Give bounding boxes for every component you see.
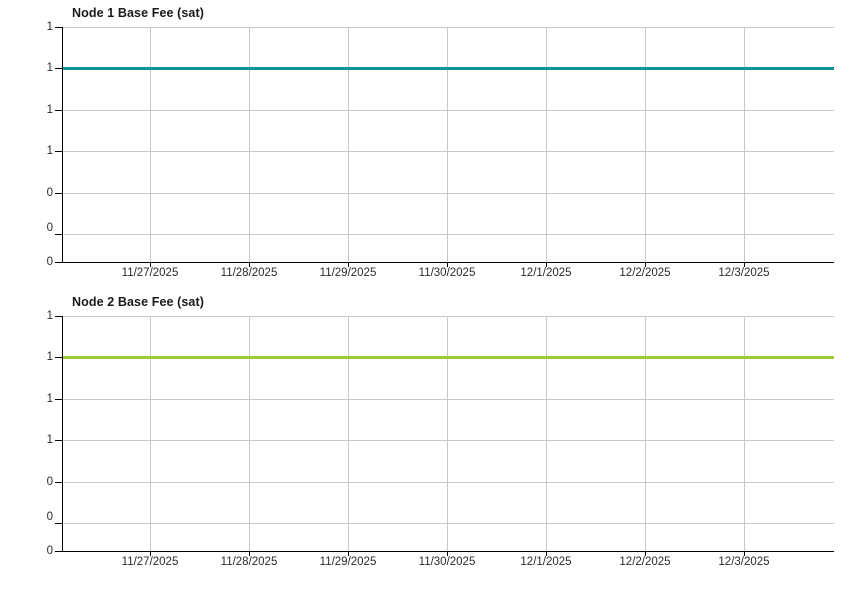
x-tick-mark xyxy=(744,262,745,267)
y-tick-label: 1 xyxy=(46,434,53,446)
x-tick-label: 11/28/2025 xyxy=(220,267,278,279)
x-tick-label: 12/1/2025 xyxy=(520,556,572,568)
x-tick-mark xyxy=(249,262,250,267)
chart-title: Node 2 Base Fee (sat) xyxy=(72,295,205,309)
gridline-vertical xyxy=(348,316,349,551)
x-tick-label: 11/30/2025 xyxy=(418,556,476,568)
series-line-node-2 xyxy=(62,355,834,359)
y-tick-mark xyxy=(55,68,62,69)
y-tick-label: 0 xyxy=(46,545,53,557)
x-tick-label: 12/2/2025 xyxy=(619,556,671,568)
gridline-vertical xyxy=(645,316,646,551)
y-tick-label: 1 xyxy=(46,104,53,116)
y-tick-label: 0 xyxy=(46,476,53,488)
chart-node-1-base-fee: Node 1 Base Fee (sat) 1 1 1 1 0 0 0 xyxy=(0,0,860,290)
y-tick-mark xyxy=(55,262,62,263)
y-tick-mark xyxy=(55,316,62,317)
series-line-node-1 xyxy=(62,66,834,70)
x-tick-label: 11/28/2025 xyxy=(220,556,278,568)
gridline-vertical xyxy=(447,316,448,551)
gridline-horizontal xyxy=(62,399,834,400)
gridline-vertical xyxy=(546,27,547,262)
gridline-vertical xyxy=(348,27,349,262)
chart-title: Node 1 Base Fee (sat) xyxy=(72,6,205,20)
y-tick-mark xyxy=(55,399,62,400)
y-axis-line xyxy=(62,316,63,552)
y-tick-mark xyxy=(55,151,62,152)
x-axis-line xyxy=(62,262,834,264)
x-tick-label: 11/27/2025 xyxy=(121,556,179,568)
y-tick-mark xyxy=(55,27,62,28)
y-tick-label: 1 xyxy=(46,351,53,363)
x-tick-mark xyxy=(348,262,349,267)
gridline-horizontal xyxy=(62,110,834,111)
y-tick-label: 0 xyxy=(46,256,53,268)
y-tick-label: 0 xyxy=(46,187,53,199)
x-tick-mark xyxy=(348,551,349,556)
x-tick-label: 11/30/2025 xyxy=(418,267,476,279)
y-tick-mark xyxy=(55,523,62,524)
x-tick-mark xyxy=(744,551,745,556)
y-tick-label: 0 xyxy=(46,511,53,523)
x-tick-label: 12/2/2025 xyxy=(619,267,671,279)
x-tick-mark xyxy=(546,262,547,267)
x-tick-mark xyxy=(447,262,448,267)
y-tick-label: 1 xyxy=(46,145,53,157)
y-tick-label: 1 xyxy=(46,21,53,33)
x-tick-mark xyxy=(645,262,646,267)
gridline-vertical xyxy=(546,316,547,551)
y-tick-mark xyxy=(55,482,62,483)
gridline-vertical xyxy=(249,316,250,551)
x-tick-mark xyxy=(645,551,646,556)
x-tick-label: 12/3/2025 xyxy=(718,556,770,568)
y-tick-mark xyxy=(55,551,62,552)
y-tick-label: 0 xyxy=(46,222,53,234)
gridline-vertical xyxy=(744,27,745,262)
x-tick-mark xyxy=(150,551,151,556)
plot-area xyxy=(62,316,834,551)
x-tick-label: 12/1/2025 xyxy=(520,267,572,279)
y-tick-mark xyxy=(55,234,62,235)
chart-node-2-base-fee: Node 2 Base Fee (sat) 1 1 1 1 0 0 0 11/2… xyxy=(0,289,860,579)
x-tick-label: 12/3/2025 xyxy=(718,267,770,279)
x-tick-mark xyxy=(150,262,151,267)
x-tick-mark xyxy=(546,551,547,556)
gridline-vertical xyxy=(249,27,250,262)
gridline-vertical xyxy=(744,316,745,551)
y-axis-line xyxy=(62,27,63,263)
gridline-horizontal xyxy=(62,193,834,194)
x-tick-label: 11/29/2025 xyxy=(319,556,377,568)
gridline-vertical xyxy=(150,27,151,262)
y-tick-mark xyxy=(55,110,62,111)
x-tick-mark xyxy=(249,551,250,556)
x-tick-mark xyxy=(447,551,448,556)
y-tick-label: 1 xyxy=(46,393,53,405)
y-tick-label: 1 xyxy=(46,310,53,322)
y-tick-mark xyxy=(55,357,62,358)
gridline-vertical xyxy=(150,316,151,551)
x-tick-label: 11/29/2025 xyxy=(319,267,377,279)
gridline-horizontal xyxy=(62,440,834,441)
y-tick-mark xyxy=(55,440,62,441)
gridline-horizontal xyxy=(62,234,834,235)
gridline-horizontal xyxy=(62,27,834,28)
x-tick-label: 11/27/2025 xyxy=(121,267,179,279)
y-tick-mark xyxy=(55,193,62,194)
plot-area xyxy=(62,27,834,262)
y-tick-label: 1 xyxy=(46,62,53,74)
gridline-horizontal xyxy=(62,523,834,524)
gridline-vertical xyxy=(645,27,646,262)
gridline-horizontal xyxy=(62,151,834,152)
gridline-horizontal xyxy=(62,482,834,483)
gridline-vertical xyxy=(447,27,448,262)
gridline-horizontal xyxy=(62,316,834,317)
x-axis-line xyxy=(62,551,834,553)
